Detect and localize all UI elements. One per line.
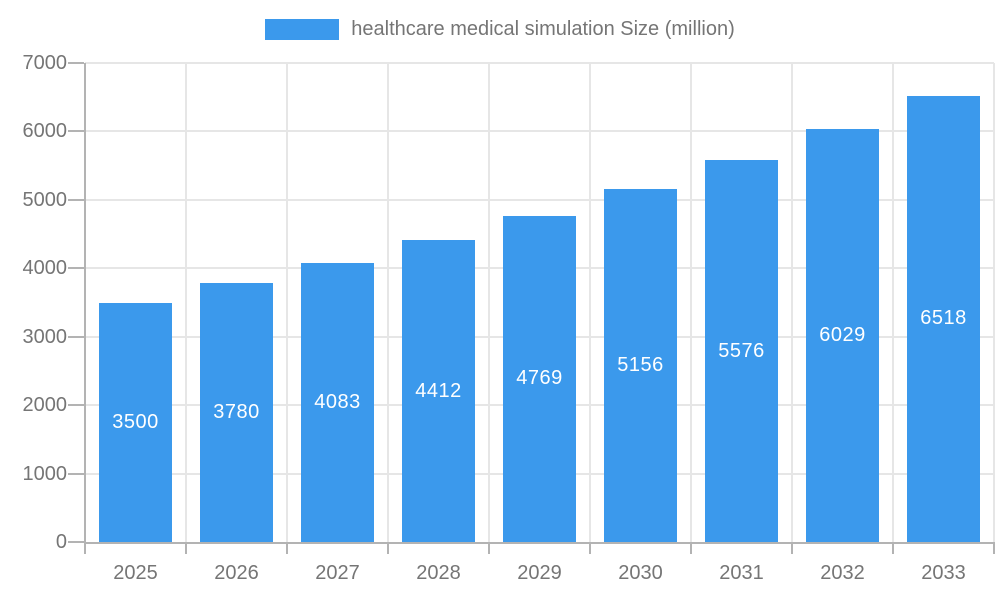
v-gridline bbox=[286, 63, 288, 542]
bar-value-label: 6029 bbox=[819, 324, 866, 347]
y-axis-line bbox=[84, 63, 86, 542]
bar-value-label: 6518 bbox=[920, 307, 967, 330]
x-axis-tick-label: 2028 bbox=[416, 562, 461, 584]
bar bbox=[503, 215, 576, 542]
bar-value-label: 3780 bbox=[213, 401, 260, 424]
x-tick bbox=[892, 542, 894, 554]
v-gridline bbox=[690, 63, 692, 542]
bar bbox=[402, 240, 475, 542]
y-tick bbox=[68, 62, 84, 64]
h-gridline bbox=[85, 62, 994, 64]
x-tick bbox=[589, 542, 591, 554]
h-gridline bbox=[85, 198, 994, 201]
v-gridline bbox=[892, 63, 894, 542]
y-axis-tick-label: 4000 bbox=[22, 257, 68, 280]
y-tick bbox=[68, 335, 84, 338]
x-tick bbox=[690, 542, 692, 554]
y-tick bbox=[68, 130, 84, 133]
bar bbox=[705, 160, 778, 542]
bar-value-label: 3500 bbox=[112, 410, 159, 433]
legend-swatch bbox=[265, 18, 340, 40]
bar bbox=[301, 262, 374, 542]
legend-label: healthcare medical simulation Size (mill… bbox=[351, 18, 735, 40]
x-axis-tick-label: 2031 bbox=[719, 562, 764, 584]
y-axis-tick-label: 5000 bbox=[22, 188, 68, 211]
x-tick bbox=[387, 542, 389, 554]
y-axis-tick-label: 3000 bbox=[22, 325, 68, 348]
v-gridline bbox=[488, 63, 490, 542]
x-tick bbox=[993, 542, 995, 554]
x-axis-tick-label: 2030 bbox=[618, 562, 663, 584]
x-tick bbox=[791, 542, 793, 554]
v-gridline bbox=[387, 63, 389, 542]
y-axis-tick-label: 7000 bbox=[22, 52, 68, 74]
bar-value-label: 5576 bbox=[718, 339, 765, 362]
v-gridline bbox=[791, 63, 793, 542]
y-tick bbox=[68, 198, 84, 201]
v-gridline bbox=[185, 63, 187, 542]
v-gridline bbox=[993, 63, 995, 542]
h-gridline bbox=[85, 130, 994, 133]
y-axis-tick-label: 1000 bbox=[22, 462, 68, 485]
bar bbox=[200, 283, 273, 542]
legend-item[interactable]: healthcare medical simulation Size (mill… bbox=[265, 16, 735, 42]
x-tick bbox=[286, 542, 288, 554]
bar bbox=[604, 189, 677, 542]
y-axis-tick-label: 2000 bbox=[22, 394, 68, 417]
bar-value-label: 4083 bbox=[314, 390, 361, 413]
y-axis-tick-label: 0 bbox=[55, 531, 67, 553]
y-tick bbox=[68, 541, 84, 543]
x-axis-line bbox=[84, 542, 995, 544]
x-tick bbox=[185, 542, 187, 554]
bar bbox=[99, 302, 172, 542]
v-gridline bbox=[589, 63, 591, 542]
x-tick bbox=[488, 542, 490, 554]
x-axis-tick-label: 2025 bbox=[113, 562, 158, 584]
y-tick bbox=[68, 404, 84, 407]
bar-value-label: 5156 bbox=[617, 354, 664, 377]
y-axis-tick-label: 6000 bbox=[22, 120, 68, 143]
x-axis-tick-label: 2032 bbox=[820, 562, 865, 584]
x-tick bbox=[84, 542, 86, 554]
y-tick bbox=[68, 472, 84, 475]
x-axis-tick-label: 2026 bbox=[214, 562, 259, 584]
x-axis-tick-label: 2033 bbox=[921, 562, 966, 584]
bar-value-label: 4769 bbox=[516, 367, 563, 390]
bar bbox=[907, 95, 980, 542]
x-axis-tick-label: 2029 bbox=[517, 562, 562, 584]
bar-value-label: 4412 bbox=[415, 379, 462, 402]
y-tick bbox=[68, 267, 84, 270]
chart-legend: healthcare medical simulation Size (mill… bbox=[0, 16, 1000, 42]
bar bbox=[806, 129, 879, 542]
x-axis-tick-label: 2027 bbox=[315, 562, 360, 584]
